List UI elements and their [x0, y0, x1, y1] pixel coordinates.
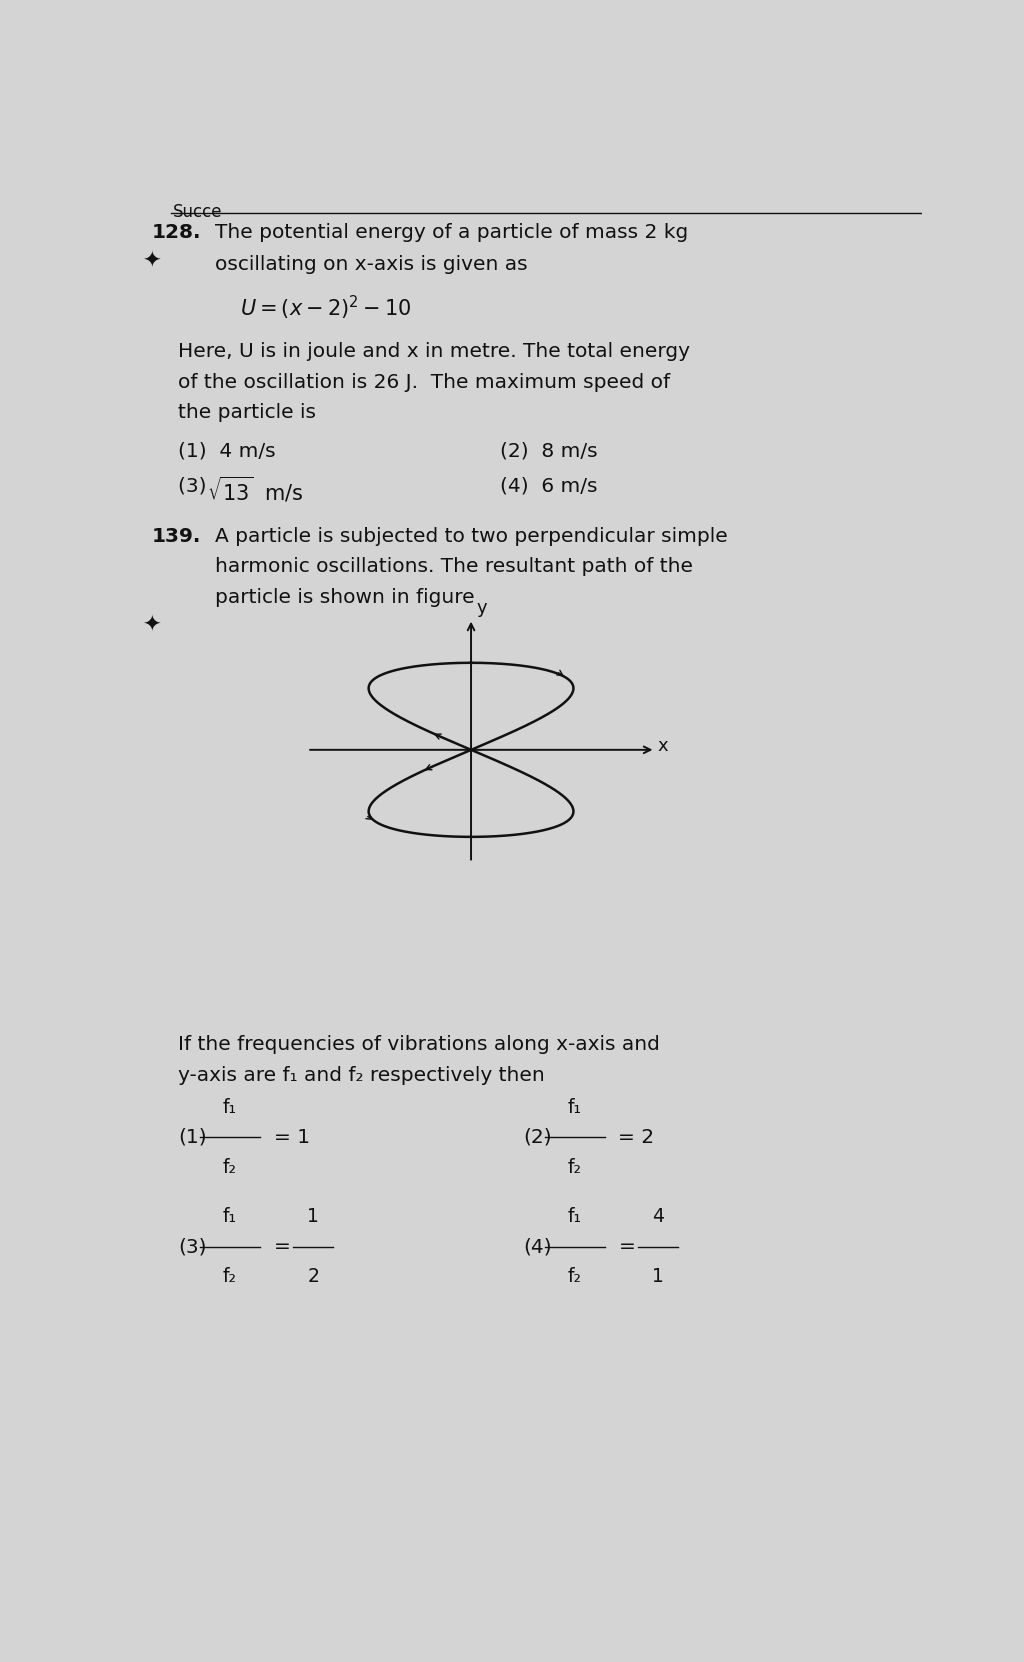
Text: 2: 2: [307, 1266, 319, 1286]
Text: f₁: f₁: [223, 1099, 237, 1117]
Text: particle is shown in figure: particle is shown in figure: [215, 588, 474, 607]
Text: x: x: [657, 736, 668, 755]
Text: 1: 1: [307, 1207, 319, 1227]
Text: ✦: ✦: [142, 615, 161, 635]
Text: ✦: ✦: [142, 253, 161, 273]
Text: (3): (3): [178, 477, 219, 495]
Text: =: =: [273, 1237, 291, 1256]
Text: oscillating on x-axis is given as: oscillating on x-axis is given as: [215, 254, 527, 274]
Text: (3): (3): [178, 1237, 207, 1256]
Text: 139.: 139.: [152, 527, 201, 545]
Text: The potential energy of a particle of mass 2 kg: The potential energy of a particle of ma…: [215, 223, 688, 241]
Text: (4): (4): [523, 1237, 552, 1256]
Text: f₂: f₂: [568, 1266, 582, 1286]
Text: A particle is subjected to two perpendicular simple: A particle is subjected to two perpendic…: [215, 527, 727, 545]
Text: (2)  8 m/s: (2) 8 m/s: [500, 442, 598, 460]
Text: (2): (2): [523, 1128, 552, 1147]
Text: =: =: [618, 1237, 635, 1256]
Text: y: y: [476, 598, 486, 617]
Text: (1)  4 m/s: (1) 4 m/s: [178, 442, 276, 460]
Text: the particle is: the particle is: [178, 404, 316, 422]
Text: 4: 4: [652, 1207, 665, 1227]
Text: f₁: f₁: [568, 1099, 582, 1117]
Text: f₁: f₁: [223, 1207, 237, 1227]
Text: harmonic oscillations. The resultant path of the: harmonic oscillations. The resultant pat…: [215, 557, 693, 577]
Text: y-axis are f₁ and f₂ respectively then: y-axis are f₁ and f₂ respectively then: [178, 1065, 545, 1085]
Text: of the oscillation is 26 J.  The maximum speed of: of the oscillation is 26 J. The maximum …: [178, 372, 671, 392]
Text: 1: 1: [652, 1266, 665, 1286]
Text: = 2: = 2: [618, 1128, 654, 1147]
Text: f₁: f₁: [568, 1207, 582, 1227]
Text: $\sqrt{13}$  m/s: $\sqrt{13}$ m/s: [207, 475, 304, 504]
Text: Here, U is in joule and x in metre. The total energy: Here, U is in joule and x in metre. The …: [178, 342, 690, 361]
Text: f₂: f₂: [223, 1158, 237, 1177]
Text: = 1: = 1: [273, 1128, 309, 1147]
Text: (1): (1): [178, 1128, 207, 1147]
Text: f₂: f₂: [568, 1158, 582, 1177]
Text: (4)  6 m/s: (4) 6 m/s: [500, 477, 597, 495]
Text: Succe: Succe: [173, 203, 222, 221]
Text: f₂: f₂: [223, 1266, 237, 1286]
Text: $U = (x - 2)^2 - 10$: $U = (x - 2)^2 - 10$: [241, 294, 412, 321]
Text: 128.: 128.: [152, 223, 201, 241]
Text: If the frequencies of vibrations along x-axis and: If the frequencies of vibrations along x…: [178, 1035, 660, 1054]
